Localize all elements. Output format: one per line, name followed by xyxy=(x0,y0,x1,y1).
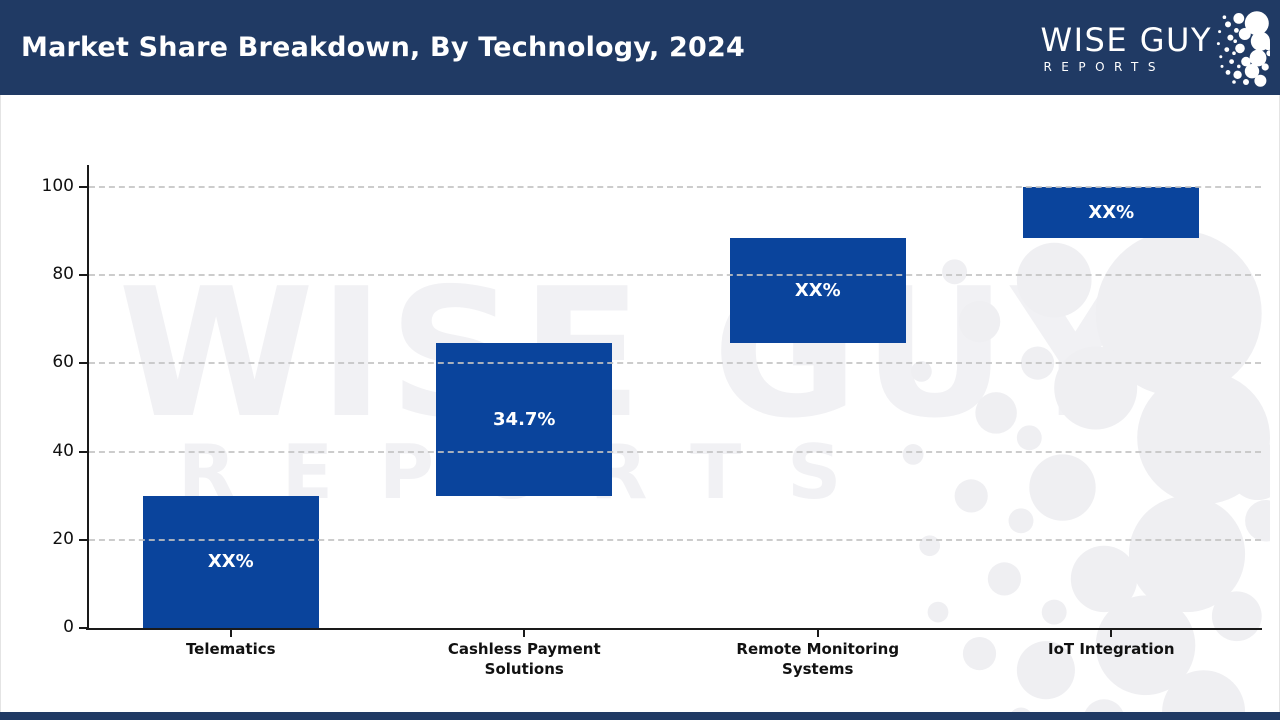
bar-telematics: XX% xyxy=(142,495,319,628)
y-tick-label-100: 100 xyxy=(41,176,74,196)
x-tick-remote-monitoring-systems xyxy=(816,630,819,637)
y-tick-label-80: 80 xyxy=(52,264,74,285)
gridline-20 xyxy=(89,538,1261,541)
y-tick-label-40: 40 xyxy=(52,440,74,461)
bar-value-label: 34.7% xyxy=(493,408,556,430)
gridline-100 xyxy=(89,186,1261,188)
x-axis-label-telematics: Telematics xyxy=(101,639,361,659)
x-axis-line xyxy=(86,628,1262,630)
x-axis-label-remote-monitoring-systems: Remote Monitoring Systems xyxy=(688,639,948,680)
y-tick-label-0: 0 xyxy=(63,617,74,637)
x-axis-label-line: IoT Integration xyxy=(1048,640,1175,658)
bar-cashless-payment-solutions: 34.7% xyxy=(436,342,613,496)
bar-iot-integration: XX% xyxy=(1023,187,1200,238)
gridline-60 xyxy=(89,362,1261,365)
x-axis-label-line: Telematics xyxy=(185,640,276,658)
header-bar xyxy=(0,0,1280,95)
x-tick-telematics xyxy=(229,630,232,637)
y-tick-label-60: 60 xyxy=(52,352,74,373)
x-axis-label-cashless-payment-solutions: Cashless Payment Solutions xyxy=(394,639,654,680)
x-axis-label-line: Cashless Payment xyxy=(447,640,601,658)
logo-face-icon xyxy=(1210,10,1270,88)
y-axis-line xyxy=(87,165,89,629)
x-axis-label-iot-integration: IoT Integration xyxy=(981,639,1241,659)
logo-wordmark: WISE GUY REPORTS xyxy=(1040,24,1212,74)
y-tick-40 xyxy=(79,450,87,453)
x-axis-label-line: Remote Monitoring xyxy=(736,640,900,658)
gridline-80 xyxy=(89,274,1261,277)
logo-title: WISE GUY xyxy=(1040,21,1212,59)
x-tick-iot-integration xyxy=(1110,630,1113,637)
y-tick-100 xyxy=(79,186,87,188)
y-tick-0 xyxy=(79,627,87,629)
x-tick-cashless-payment-solutions xyxy=(523,630,526,637)
bar-remote-monitoring-systems: XX% xyxy=(729,237,906,343)
bar-value-label: XX% xyxy=(1088,201,1135,223)
logo-subtitle: REPORTS xyxy=(1043,60,1165,74)
watermark-text: WISE GUY xyxy=(118,250,1144,457)
y-tick-60 xyxy=(79,362,87,365)
logo: WISE GUY REPORTS xyxy=(1040,8,1270,90)
gridline-40 xyxy=(89,450,1261,453)
footer-bar xyxy=(0,712,1280,720)
y-tick-80 xyxy=(79,274,87,277)
page-title: Market Share Breakdown, By Technology, 2… xyxy=(21,32,746,63)
y-tick-label-20: 20 xyxy=(52,528,74,549)
bar-value-label: XX% xyxy=(794,279,841,301)
x-axis-label-line: Solutions xyxy=(484,660,564,679)
bar-value-label: XX% xyxy=(207,551,254,573)
x-axis-label-line: Systems xyxy=(782,660,854,679)
y-tick-20 xyxy=(79,538,87,541)
